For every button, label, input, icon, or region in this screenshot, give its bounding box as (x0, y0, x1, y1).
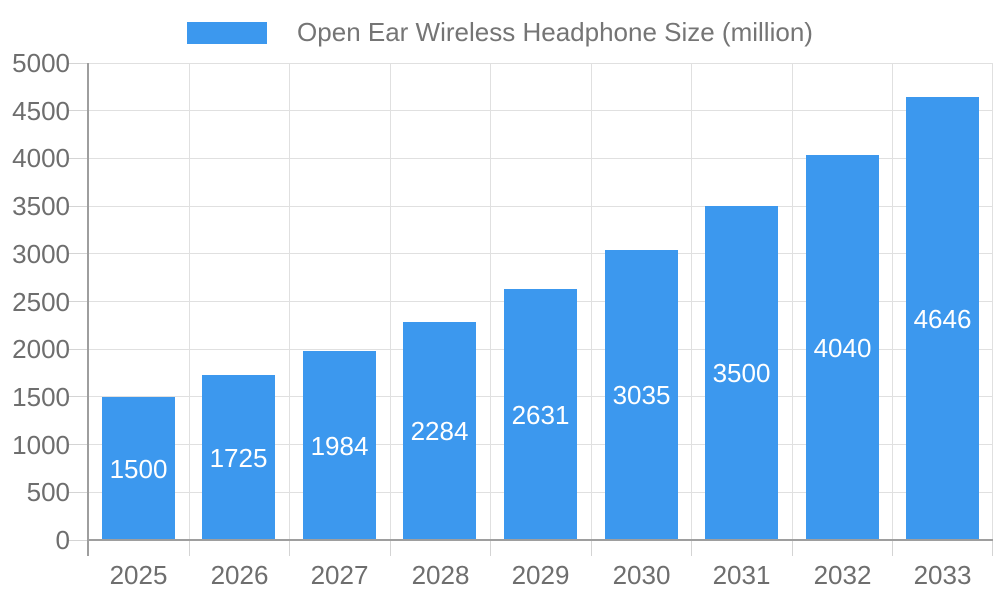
legend-label: Open Ear Wireless Headphone Size (millio… (297, 17, 813, 47)
x-gridline (189, 63, 190, 540)
y-tick-mark (68, 110, 88, 112)
y-tick-label: 1500 (12, 381, 70, 412)
y-tick-label: 2000 (12, 334, 70, 365)
bar-value-label: 1725 (209, 442, 268, 473)
legend-item[interactable]: Open Ear Wireless Headphone Size (millio… (187, 17, 813, 48)
bar[interactable]: 1725 (202, 375, 275, 540)
y-tick-mark (68, 396, 88, 398)
y-gridline (88, 62, 993, 64)
x-gridline (289, 63, 290, 540)
y-tick-label: 3500 (12, 191, 70, 222)
x-tick-mark (390, 540, 391, 556)
y-tick-mark (68, 62, 88, 64)
x-gridline (490, 63, 491, 540)
x-tick-label: 2032 (813, 560, 872, 590)
legend: Open Ear Wireless Headphone Size (millio… (0, 17, 1000, 48)
y-tick-mark (68, 205, 88, 207)
x-tick-label: 2033 (913, 560, 972, 590)
x-gridline (792, 63, 793, 540)
x-gridline (892, 63, 893, 540)
y-tick-mark (68, 491, 88, 493)
bar-value-label: 4646 (913, 303, 972, 334)
y-tick-label: 1000 (12, 429, 70, 460)
x-tick-label: 2028 (411, 560, 470, 590)
x-tick-label: 2025 (109, 560, 168, 590)
bar[interactable]: 4646 (906, 97, 979, 540)
x-tick-label: 2031 (712, 560, 771, 590)
y-gridline (88, 110, 993, 112)
y-tick-mark (68, 301, 88, 302)
x-tick-mark (691, 540, 692, 556)
y-tick-label: 4500 (12, 95, 70, 126)
bar-value-label: 3035 (612, 380, 671, 410)
y-axis-line (87, 63, 89, 556)
y-tick-mark (68, 253, 88, 255)
x-gridline (992, 63, 993, 540)
y-tick-label: 0 (55, 525, 70, 555)
x-tick-mark (792, 540, 793, 556)
y-gridline (88, 157, 993, 159)
y-tick-mark (68, 539, 88, 541)
y-tick-label: 4000 (12, 143, 70, 174)
x-tick-label: 2030 (612, 560, 671, 590)
y-tick-mark (68, 348, 88, 350)
bar[interactable]: 1500 (102, 397, 175, 540)
bar[interactable]: 2631 (504, 289, 577, 540)
x-tick-mark (189, 540, 190, 556)
bar[interactable]: 1984 (303, 351, 376, 540)
x-tick-label: 2029 (511, 560, 570, 590)
x-gridline (390, 63, 391, 540)
x-tick-mark (289, 540, 290, 556)
bar[interactable]: 3035 (605, 250, 678, 540)
bar[interactable]: 3500 (705, 206, 778, 540)
plot-area: 0 500 1000 1500 2000 2500 3000 3500 4000 4500 5000… (12, 50, 993, 588)
x-axis-line (88, 539, 993, 541)
bar[interactable]: 4040 (806, 155, 879, 540)
bar-value-label: 1984 (310, 430, 369, 461)
x-gridline (691, 63, 692, 540)
y-tick-label: 3000 (12, 238, 70, 269)
y-gridline (88, 205, 993, 207)
y-tick-label: 2500 (12, 286, 70, 317)
y-tick-label: 5000 (12, 48, 70, 78)
bar-value-label: 2631 (511, 399, 570, 430)
x-tick-mark (992, 540, 993, 556)
x-tick-label: 2026 (210, 560, 269, 590)
bar-value-label: 2284 (410, 416, 469, 446)
y-gridline (88, 253, 993, 255)
y-tick-mark (68, 157, 88, 159)
bar-value-label: 4040 (813, 332, 872, 363)
y-tick-label: 500 (26, 477, 70, 508)
y-tick-mark (68, 444, 88, 446)
bar-value-label: 1500 (109, 453, 168, 484)
bar-value-label: 3500 (712, 358, 771, 388)
x-gridline (591, 63, 592, 540)
x-tick-mark (892, 540, 893, 556)
bar[interactable]: 2284 (403, 322, 476, 540)
legend-swatch-icon (187, 21, 268, 44)
x-tick-label: 2027 (310, 560, 369, 590)
x-tick-mark (591, 540, 592, 556)
x-tick-mark (490, 540, 491, 556)
